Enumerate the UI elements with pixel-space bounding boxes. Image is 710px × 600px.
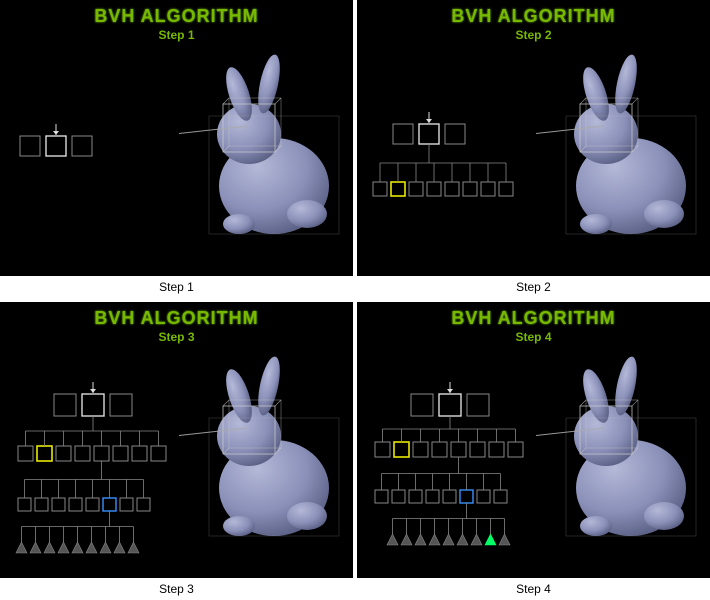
bvh-tree-2: [365, 72, 545, 262]
panel-subtitle: Step 4: [357, 330, 710, 344]
algorithm-grid: BVH ALGORITHM Step 1 Step 1 BVH ALGORITH…: [0, 0, 710, 600]
panel-step-4: BVH ALGORITHM Step 4: [357, 302, 710, 578]
panel-subtitle: Step 2: [357, 28, 710, 42]
rabbit-render-3: [179, 348, 349, 543]
caption-1: Step 1: [0, 276, 353, 298]
panel-step-2: BVH ALGORITHM Step 2: [357, 0, 710, 276]
panel-step-1: BVH ALGORITHM Step 1: [0, 0, 353, 276]
caption-3: Step 3: [0, 578, 353, 600]
rabbit-render-1: [179, 46, 349, 241]
bvh-tree-4: [365, 374, 545, 564]
caption-2: Step 2: [357, 276, 710, 298]
rabbit-render-4: [536, 348, 706, 543]
panel-subtitle: Step 1: [0, 28, 353, 42]
cell-step-4: BVH ALGORITHM Step 4 Step 4: [357, 302, 710, 600]
rabbit-render-2: [536, 46, 706, 241]
panel-title: BVH ALGORITHM: [0, 308, 353, 329]
panel-title: BVH ALGORITHM: [357, 308, 710, 329]
bvh-tree-3: [8, 374, 188, 564]
panel-title: BVH ALGORITHM: [357, 6, 710, 27]
panel-title: BVH ALGORITHM: [0, 6, 353, 27]
cell-step-3: BVH ALGORITHM Step 3 Step 3: [0, 302, 353, 600]
panel-subtitle: Step 3: [0, 330, 353, 344]
panel-step-3: BVH ALGORITHM Step 3: [0, 302, 353, 578]
caption-4: Step 4: [357, 578, 710, 600]
bvh-tree-1: [8, 72, 188, 262]
cell-step-2: BVH ALGORITHM Step 2 Step 2: [357, 0, 710, 298]
cell-step-1: BVH ALGORITHM Step 1 Step 1: [0, 0, 353, 298]
